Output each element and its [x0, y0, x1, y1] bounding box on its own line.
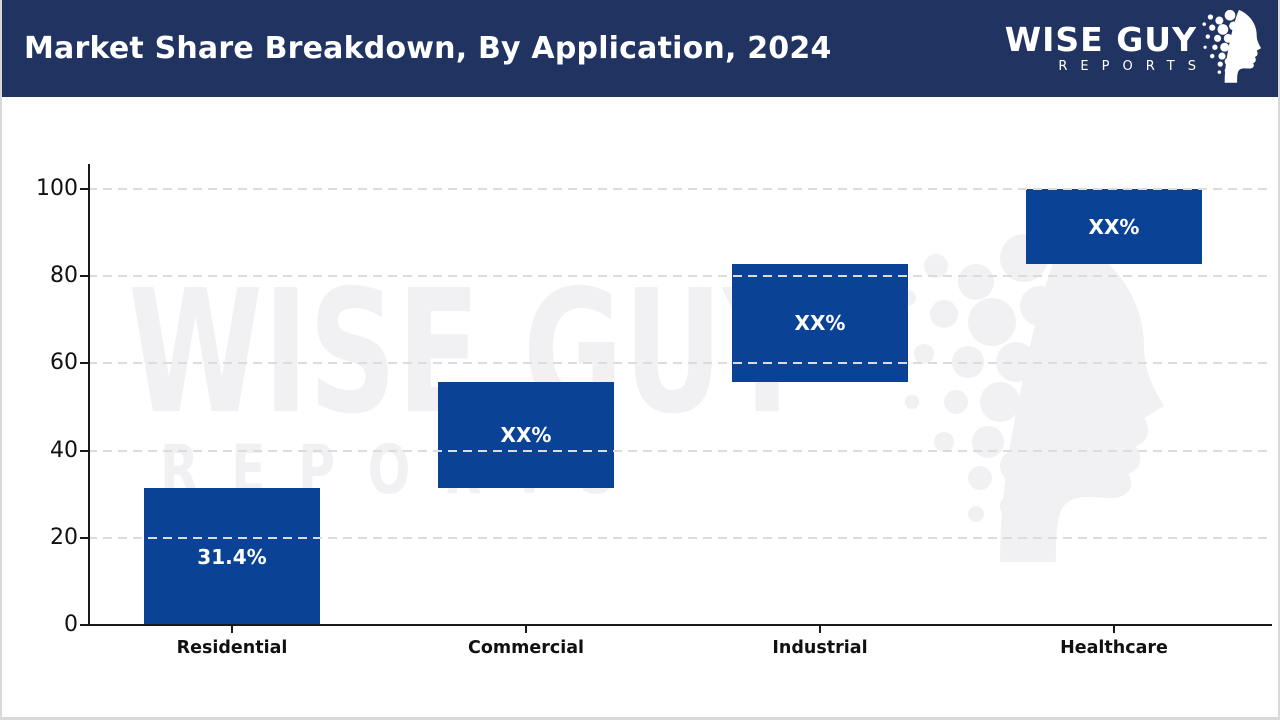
bar-residential: 31.4%	[144, 488, 320, 625]
y-tick-label: 40	[50, 437, 78, 463]
y-axis-line	[88, 164, 90, 626]
y-tick-mark	[80, 536, 88, 539]
y-tick-mark	[80, 624, 88, 626]
logo-text: WISE GUY REPORTS	[1005, 23, 1196, 74]
x-tick-label: Industrial	[772, 638, 868, 658]
x-tick-mark	[525, 626, 527, 633]
bar-value-label: XX%	[794, 311, 846, 336]
x-tick-label: Healthcare	[1060, 638, 1168, 658]
y-tick-mark	[80, 188, 88, 190]
gridline	[88, 275, 1270, 278]
y-tick-label: 80	[50, 263, 78, 289]
y-tick-mark	[80, 449, 88, 452]
y-tick-mark	[80, 275, 88, 278]
bar-industrial: XX%	[732, 264, 908, 383]
bar-value-label: XX%	[1088, 214, 1140, 239]
chart-title: Market Share Breakdown, By Application, …	[24, 31, 832, 66]
gridline	[88, 362, 1270, 365]
bar-value-label: 31.4%	[197, 544, 267, 569]
logo-head-icon	[1202, 9, 1262, 83]
gridline	[88, 188, 1270, 190]
header: Market Share Breakdown, By Application, …	[2, 0, 1278, 97]
y-tick-label: 100	[36, 176, 78, 201]
x-tick-mark	[819, 626, 821, 633]
gridline	[88, 449, 1270, 452]
y-tick-label: 0	[64, 612, 78, 637]
logo-wordmark: WISE GUY	[1004, 20, 1197, 59]
x-tick-mark	[231, 626, 233, 633]
x-tick-mark	[1113, 626, 1115, 633]
x-tick-label: Commercial	[467, 638, 584, 658]
logo-subtext: REPORTS	[1058, 59, 1209, 74]
bar-commercial: XX%	[438, 382, 614, 489]
y-tick-label: 60	[50, 350, 78, 376]
y-tick-label: 20	[50, 524, 78, 550]
x-axis-line	[88, 624, 1272, 626]
bar-value-label: XX%	[500, 423, 552, 448]
wiseguy-logo: WISE GUY REPORTS	[1005, 8, 1262, 90]
x-tick-label: Residential	[176, 638, 288, 658]
bar-healthcare: XX%	[1026, 189, 1202, 265]
gridline	[88, 536, 1270, 539]
y-tick-mark	[80, 362, 88, 365]
watermark-head-icon	[900, 234, 1164, 562]
